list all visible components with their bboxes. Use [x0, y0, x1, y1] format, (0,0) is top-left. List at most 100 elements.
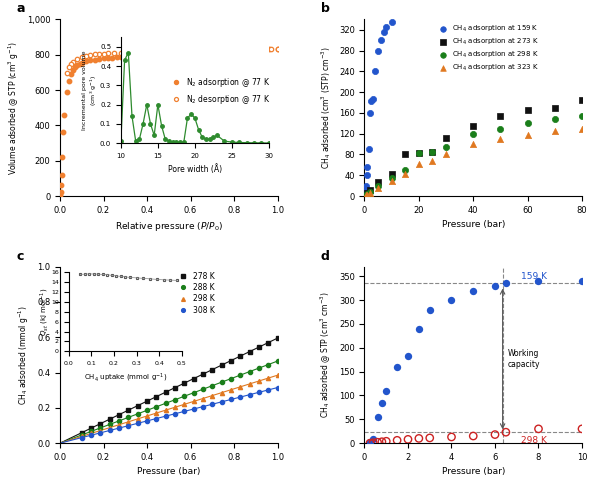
N$_2$ adsorption @ 77 K: [143, 53, 151, 58]
N$_2$ desorption @ 77 K: [222, 47, 229, 53]
Legend: N$_2$ adsorption @ 77 K, N$_2$ desorption @ 77 K: N$_2$ adsorption @ 77 K, N$_2$ desorptio…: [166, 73, 274, 109]
298 K: [255, 378, 262, 384]
N$_2$ desorption @ 77 K: [163, 49, 170, 55]
CH$_4$ adsorption at 298 K: [550, 115, 560, 123]
N$_2$ adsorption @ 77 K: [71, 64, 79, 70]
N$_2$ adsorption @ 77 K: [128, 53, 136, 59]
298 K: [190, 398, 197, 404]
N$_2$ adsorption @ 77 K: [135, 53, 142, 59]
278 K: [255, 344, 262, 350]
CH$_4$ adsorption at 323 K: [365, 189, 375, 197]
298 K: [181, 401, 188, 407]
N$_2$ desorption @ 77 K: [268, 46, 275, 52]
278 K: [199, 371, 206, 377]
Point: [365, 439, 375, 447]
N$_2$ desorption @ 77 K: [70, 59, 77, 65]
CH$_4$ adsorption at 323 K: [414, 160, 424, 168]
N$_2$ adsorption @ 77 K: [58, 183, 65, 188]
N$_2$ adsorption @ 77 K: [122, 54, 129, 59]
X-axis label: Pressure (bar): Pressure (bar): [442, 468, 505, 476]
N$_2$ adsorption @ 77 K: [152, 52, 160, 58]
Point: [490, 431, 500, 438]
Point: [403, 435, 413, 443]
Point: [403, 352, 413, 360]
CH$_4$ adsorption at 298 K: [441, 143, 451, 150]
N$_2$ desorption @ 77 K: [63, 71, 70, 76]
288 K: [246, 369, 253, 375]
Point: [382, 437, 391, 445]
CH$_4$ adsorption at 273 K: [414, 149, 424, 157]
N$_2$ adsorption @ 77 K: [67, 71, 74, 77]
CH$_4$ adsorption at 273 K: [400, 150, 410, 158]
N$_2$ desorption @ 77 K: [189, 48, 196, 54]
CH$_4$ adsorption at 323 K: [469, 140, 478, 148]
N$_2$ adsorption @ 77 K: [274, 46, 281, 52]
278 K: [218, 362, 225, 368]
Point: [425, 434, 434, 442]
N$_2$ adsorption @ 77 K: [230, 48, 238, 54]
308 K: [172, 411, 179, 417]
CH$_4$ adsorption at 159 K: [376, 37, 386, 44]
CH$_4$ adsorption at 159 K: [365, 109, 375, 117]
N$_2$ desorption @ 77 K: [150, 49, 157, 55]
N$_2$ desorption @ 77 K: [176, 49, 183, 55]
308 K: [97, 430, 104, 436]
278 K: [134, 403, 141, 409]
CH$_4$ adsorption at 298 K: [387, 174, 397, 182]
N$_2$ adsorption @ 77 K: [213, 49, 220, 55]
CH$_4$ adsorption at 273 K: [373, 178, 383, 186]
N$_2$ adsorption @ 77 K: [56, 192, 64, 198]
CH$_4$ adsorption at 298 K: [373, 182, 383, 189]
CH$_4$ adsorption at 159 K: [360, 191, 370, 199]
CH$_4$ adsorption at 298 K: [496, 125, 505, 132]
N$_2$ desorption @ 77 K: [157, 49, 164, 55]
N$_2$ desorption @ 77 K: [196, 48, 203, 54]
Point: [414, 325, 424, 333]
Point: [414, 434, 424, 442]
288 K: [218, 379, 225, 385]
CH$_4$ adsorption at 323 K: [523, 131, 532, 139]
Point: [377, 399, 386, 407]
Point: [368, 439, 378, 447]
308 K: [134, 420, 141, 426]
CH$_4$ adsorption at 159 K: [362, 164, 372, 171]
Y-axis label: Volume adsorbed @ STP (cm$^3$ g$^{-1}$): Volume adsorbed @ STP (cm$^3$ g$^{-1}$): [7, 41, 21, 175]
Point: [490, 282, 500, 290]
308 K: [181, 409, 188, 414]
Point: [392, 436, 402, 444]
288 K: [134, 411, 141, 417]
CH$_4$ adsorption at 273 K: [523, 107, 532, 114]
278 K: [190, 376, 197, 382]
278 K: [227, 358, 235, 364]
CH$_4$ adsorption at 159 K: [362, 171, 371, 179]
CH$_4$ adsorption at 323 K: [550, 127, 560, 135]
CH$_4$ adsorption at 273 K: [469, 122, 478, 130]
N$_2$ adsorption @ 77 K: [58, 172, 65, 178]
Y-axis label: CH$_4$ adsorbed (cm$^3$ (STP) cm$^{-3}$): CH$_4$ adsorbed (cm$^3$ (STP) cm$^{-3}$): [319, 46, 334, 169]
CH$_4$ adsorption at 323 K: [400, 170, 410, 178]
N$_2$ adsorption @ 77 K: [109, 55, 116, 61]
298 K: [274, 372, 281, 378]
X-axis label: Relative pressure ($P$/$P_0$): Relative pressure ($P$/$P_0$): [115, 220, 223, 233]
N$_2$ desorption @ 77 K: [274, 46, 281, 52]
308 K: [106, 428, 113, 433]
278 K: [274, 335, 281, 341]
CH$_4$ adsorption at 298 K: [428, 148, 437, 156]
CH$_4$ adsorption at 159 K: [387, 18, 397, 26]
CH$_4$ adsorption at 323 K: [373, 185, 383, 192]
N$_2$ adsorption @ 77 K: [248, 47, 255, 53]
N$_2$ adsorption @ 77 K: [100, 56, 107, 61]
288 K: [115, 418, 122, 424]
288 K: [274, 358, 281, 364]
N$_2$ desorption @ 77 K: [100, 51, 107, 56]
308 K: [88, 432, 95, 438]
CH$_4$ adsorption at 298 K: [400, 166, 410, 174]
N$_2$ adsorption @ 77 K: [265, 46, 272, 52]
288 K: [227, 376, 235, 382]
N$_2$ desorption @ 77 K: [118, 50, 125, 56]
278 K: [181, 380, 188, 386]
298 K: [143, 413, 151, 419]
N$_2$ desorption @ 77 K: [182, 48, 190, 54]
CH$_4$ adsorption at 298 K: [523, 119, 532, 127]
CH$_4$ adsorption at 323 K: [362, 191, 372, 199]
